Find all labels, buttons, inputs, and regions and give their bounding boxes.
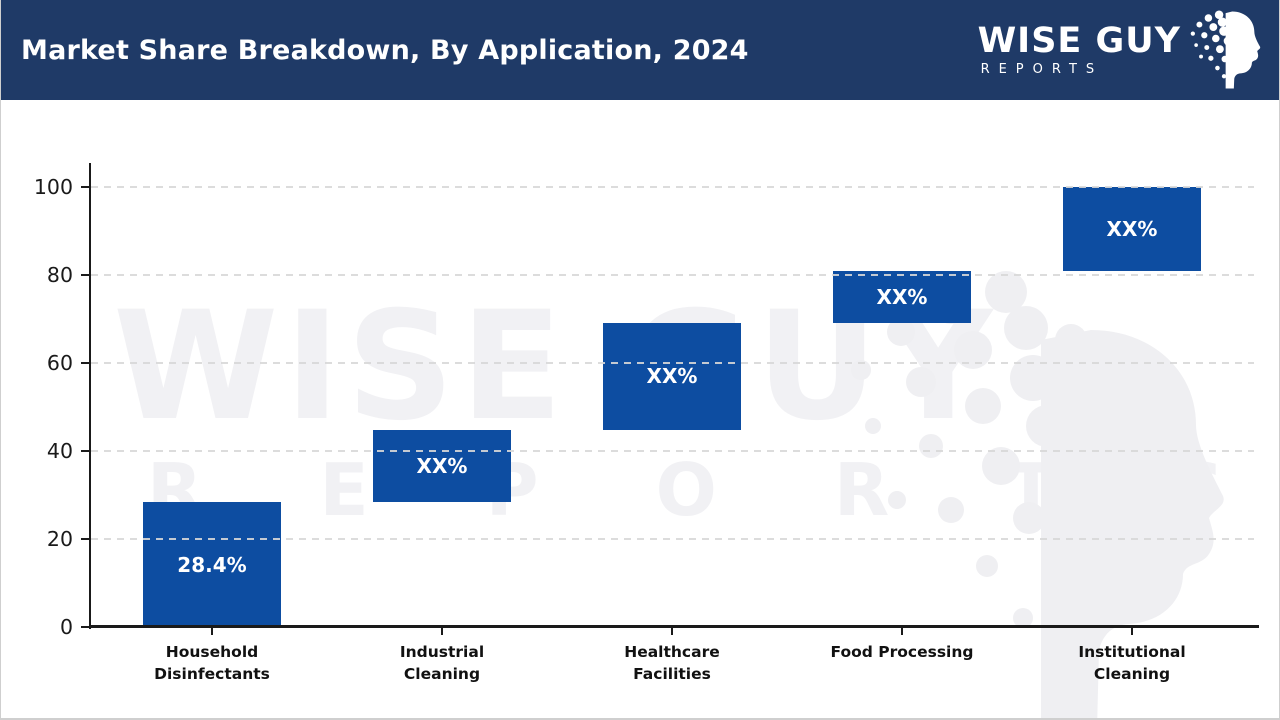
y-tick-label-0: 0 (59, 615, 73, 639)
y-tick-label-60: 60 (46, 351, 73, 375)
bar-household-disinfectants (143, 502, 281, 627)
brand-subname: REPORTS (980, 61, 1104, 77)
y-tick-80 (81, 274, 89, 276)
y-axis-spine (89, 163, 91, 629)
brand-name: WISE GUY (977, 20, 1181, 61)
y-tick-20 (81, 538, 89, 540)
y-tick-label-80: 80 (46, 263, 73, 287)
x-category-label-healthcare-facilities: Healthcare Facilities (557, 642, 787, 685)
bar-value-label-institutional-cleaning: XX% (1106, 217, 1158, 242)
bar-value-label-household-disinfectants: 28.4% (177, 552, 247, 577)
y-tick-0 (81, 626, 89, 628)
y-tick-label-100: 100 (33, 175, 73, 199)
x-axis-baseline (89, 625, 1259, 628)
chart: WISE GUY R E P O R T S (1, 100, 1279, 718)
page-title: Market Share Breakdown, By Application, … (21, 34, 749, 66)
y-tick-100 (81, 186, 89, 188)
gridline-60 (91, 362, 1254, 364)
bar-institutional-cleaning (1063, 187, 1201, 272)
x-category-label-household-disinfectants: Household Disinfectants (97, 642, 327, 685)
x-tick-household-disinfectants (211, 627, 213, 635)
x-category-label-line: Household (165, 643, 259, 661)
x-tick-industrial-cleaning (441, 627, 443, 635)
gridline-100 (91, 186, 1254, 188)
brand-logo-text: WISE GUY REPORTS (977, 20, 1181, 77)
x-tick-food-processing (901, 627, 903, 635)
bar-value-label-industrial-cleaning: XX% (416, 453, 468, 478)
y-tick-40 (81, 450, 89, 452)
x-tick-healthcare-facilities (671, 627, 673, 635)
x-category-label-line: Disinfectants (154, 664, 270, 683)
y-tick-label-40: 40 (46, 439, 73, 463)
x-category-label-line: Cleaning (1093, 664, 1171, 683)
x-category-label-line: Facilities (633, 664, 711, 683)
x-category-label-industrial-cleaning: Industrial Cleaning (327, 642, 557, 685)
x-category-label-line: Cleaning (403, 664, 481, 683)
x-category-label-line: Food Processing (830, 643, 974, 661)
x-tick-institutional-cleaning (1131, 627, 1133, 635)
brand-logo: WISE GUY REPORTS (978, 7, 1265, 93)
bar-value-label-food-processing: XX% (876, 285, 928, 309)
gridline-20 (91, 538, 1254, 540)
y-tick-60 (81, 362, 89, 364)
x-category-label-food-processing: Food Processing (787, 642, 1017, 664)
header-bar: Market Share Breakdown, By Application, … (1, 0, 1279, 100)
x-category-label-institutional-cleaning: Institutional Cleaning (1017, 642, 1247, 685)
gridline-80 (91, 274, 1254, 276)
bar-healthcare-facilities (603, 322, 741, 430)
y-tick-label-20: 20 (46, 527, 73, 551)
gridline-40 (91, 450, 1254, 452)
x-category-label-line: Institutional (1078, 643, 1186, 661)
dotted-head-profile-icon (1190, 10, 1261, 89)
bar-value-label-healthcare-facilities: XX% (646, 364, 698, 389)
plot-area: 0 20 40 60 80 100 28.4% XX% XX% XX% XX% Household… (34, 163, 1259, 683)
bar-industrial-cleaning (373, 429, 511, 503)
x-category-label-line: Industrial (399, 643, 485, 661)
x-category-label-line: Healthcare (624, 643, 720, 661)
bar-food-processing (833, 271, 971, 323)
